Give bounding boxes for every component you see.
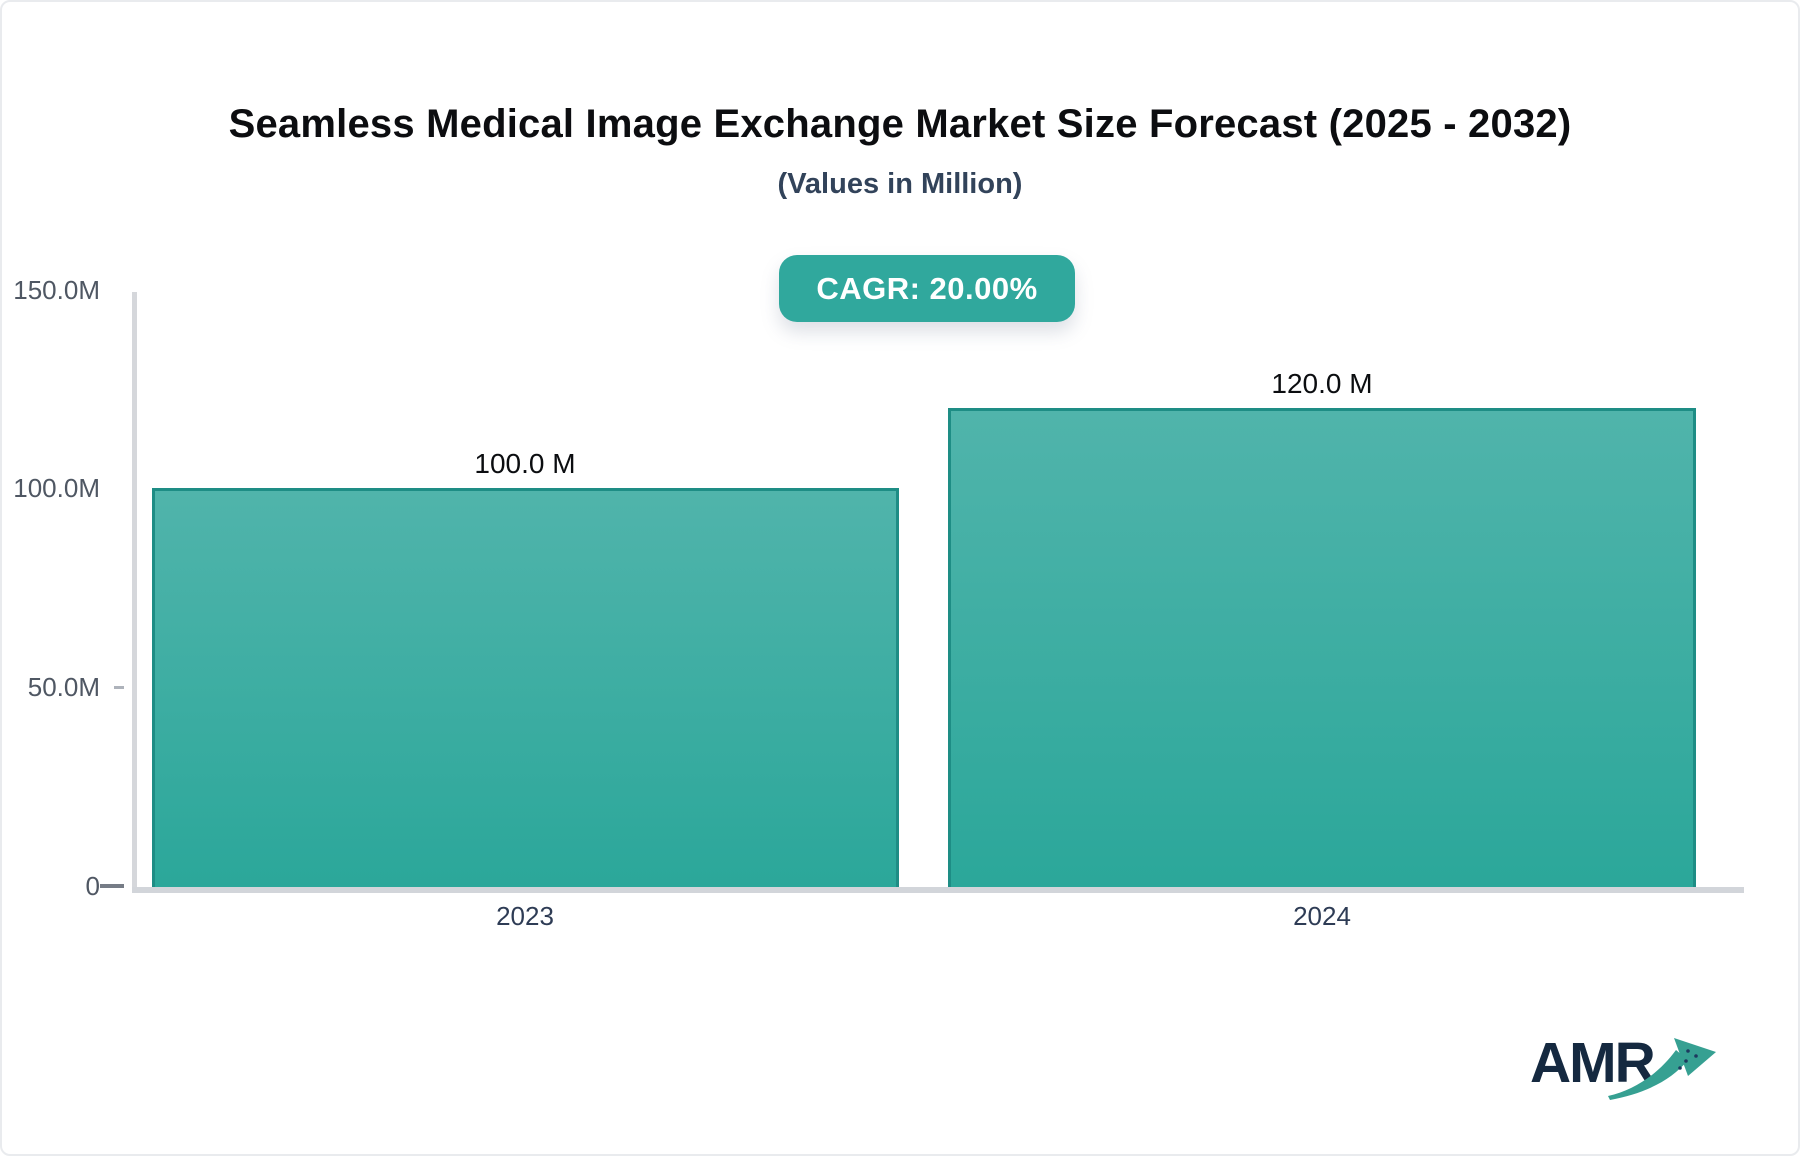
chart-subtitle: (Values in Million): [777, 168, 1023, 200]
amr-logo-text: AMR: [1530, 1031, 1656, 1095]
y-axis-line: [132, 292, 137, 893]
bar-value-label-2023: 100.0 M: [474, 448, 576, 479]
cagr-badge: CAGR: 20.00%: [779, 255, 1075, 322]
chart-title: Seamless Medical Image Exchange Market S…: [228, 102, 1572, 146]
y-axis-tick-label-0: 0: [85, 871, 100, 901]
growth-arrow-icon: [1608, 1038, 1716, 1100]
x-axis-category-2023: 2023: [496, 901, 554, 931]
y-axis-tick-mark-0: [100, 884, 124, 888]
y-axis-tick-label-150m: 150.0M: [13, 275, 100, 305]
x-axis-line: [132, 887, 1744, 893]
x-axis-category-2024: 2024: [1293, 901, 1351, 931]
y-axis-tick-label-100m: 100.0M: [13, 473, 100, 503]
y-axis-tick-mark-50m: [114, 686, 124, 689]
cagr-badge-label: CAGR: 20.00%: [816, 270, 1038, 306]
bar-2024[interactable]: [948, 408, 1696, 887]
y-axis-tick-label-50m: 50.0M: [27, 672, 100, 702]
bar-value-label-2024: 120.0 M: [1271, 368, 1373, 399]
amr-logo: AMR: [1530, 1030, 1720, 1110]
bar-2023[interactable]: [152, 488, 899, 887]
